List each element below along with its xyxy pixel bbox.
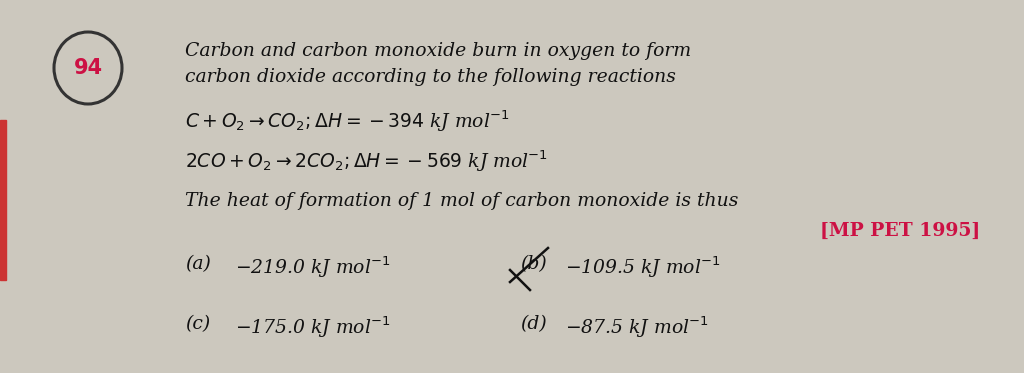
Text: −175.0 kJ mol$^{-1}$: −175.0 kJ mol$^{-1}$ <box>234 315 390 341</box>
Text: The heat of formation of 1 mol of carbon monoxide is thus: The heat of formation of 1 mol of carbon… <box>185 192 738 210</box>
Text: 94: 94 <box>74 58 102 78</box>
Text: carbon dioxide according to the following reactions: carbon dioxide according to the followin… <box>185 68 676 86</box>
Text: −87.5 kJ mol$^{-1}$: −87.5 kJ mol$^{-1}$ <box>565 315 709 341</box>
Text: (c): (c) <box>185 315 210 333</box>
Text: −219.0 kJ mol$^{-1}$: −219.0 kJ mol$^{-1}$ <box>234 255 390 280</box>
Text: (d): (d) <box>520 315 547 333</box>
Text: $C+O_2 \rightarrow CO_2; \Delta H=-394$ kJ mol$^{-1}$: $C+O_2 \rightarrow CO_2; \Delta H=-394$ … <box>185 108 509 134</box>
Text: $2CO+O_2 \rightarrow 2CO_2; \Delta H=-569$ kJ mol$^{-1}$: $2CO+O_2 \rightarrow 2CO_2; \Delta H=-56… <box>185 148 548 173</box>
Text: (b): (b) <box>520 255 547 273</box>
Bar <box>0 120 6 280</box>
Text: Carbon and carbon monoxide burn in oxygen to form: Carbon and carbon monoxide burn in oxyge… <box>185 42 691 60</box>
Text: [MP PET 1995]: [MP PET 1995] <box>820 222 980 240</box>
Text: (a): (a) <box>185 255 211 273</box>
Text: −109.5 kJ mol$^{-1}$: −109.5 kJ mol$^{-1}$ <box>565 255 721 280</box>
